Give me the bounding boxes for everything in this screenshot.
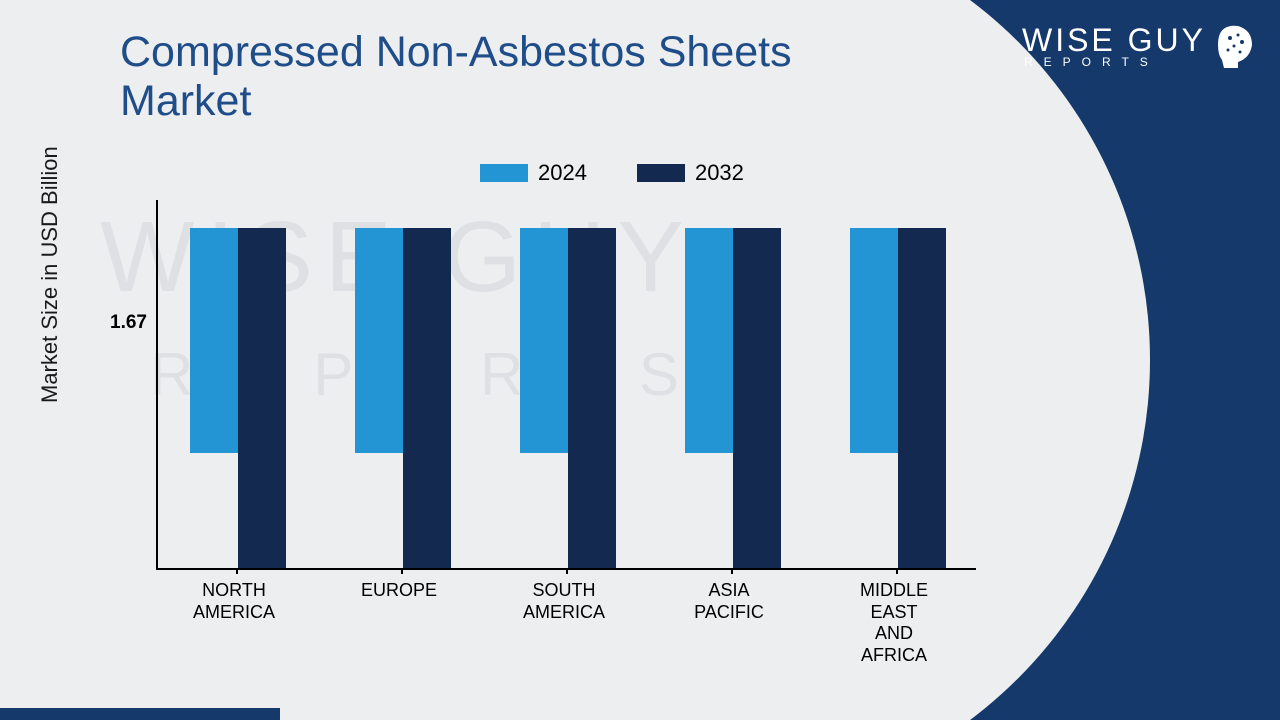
bar-group bbox=[353, 228, 453, 568]
head-icon bbox=[1210, 20, 1260, 70]
legend-label-2024: 2024 bbox=[538, 160, 587, 186]
bar-2032 bbox=[238, 228, 286, 568]
chart-area: Market Size in USD Billion 2024 2032 1.6… bbox=[60, 160, 980, 680]
legend-swatch-2032 bbox=[637, 164, 685, 182]
x-labels: NORTHAMERICA EUROPE SOUTHAMERICA ASIAPACIFI… bbox=[156, 580, 976, 680]
legend-label-2032: 2032 bbox=[695, 160, 744, 186]
legend-item-2024: 2024 bbox=[480, 160, 587, 186]
y-tick-label: 1.67 bbox=[110, 312, 147, 334]
x-tick bbox=[401, 568, 403, 574]
x-axis-label: NORTHAMERICA bbox=[174, 580, 294, 623]
bar-2032 bbox=[733, 228, 781, 568]
x-tick bbox=[566, 568, 568, 574]
plot-area: 1.67 bbox=[156, 200, 976, 570]
bar-group bbox=[683, 228, 783, 568]
y-axis-label: Market Size in USD Billion bbox=[37, 146, 63, 403]
x-tick bbox=[236, 568, 238, 574]
bar-2032 bbox=[568, 228, 616, 568]
bar-group bbox=[518, 228, 618, 568]
legend-item-2032: 2032 bbox=[637, 160, 744, 186]
x-axis-label: MIDDLEEASTANDAFRICA bbox=[834, 580, 954, 666]
x-axis-label: ASIAPACIFIC bbox=[669, 580, 789, 623]
x-tick bbox=[731, 568, 733, 574]
bottom-accent bbox=[0, 708, 280, 720]
bar-group bbox=[188, 228, 288, 568]
legend-swatch-2024 bbox=[480, 164, 528, 182]
bar-2032 bbox=[898, 228, 946, 568]
x-axis-label: EUROPE bbox=[339, 580, 459, 602]
bar-2032 bbox=[403, 228, 451, 568]
logo: WISE GUY REPORTS bbox=[1022, 20, 1260, 70]
bar-2024 bbox=[190, 228, 238, 453]
bar-2024 bbox=[355, 228, 403, 453]
chart-container: WISE GUY REPORTS Compressed Non-Asbestos… bbox=[0, 0, 1280, 720]
bar-2024 bbox=[520, 228, 568, 453]
logo-main-text: WISE GUY bbox=[1022, 22, 1206, 59]
bar-group bbox=[848, 228, 948, 568]
bar-2024 bbox=[685, 228, 733, 453]
x-axis-label: SOUTHAMERICA bbox=[504, 580, 624, 623]
chart-title: Compressed Non-Asbestos Sheets Market bbox=[120, 28, 820, 127]
legend: 2024 2032 bbox=[480, 160, 744, 186]
bar-2024 bbox=[850, 228, 898, 453]
x-tick bbox=[896, 568, 898, 574]
